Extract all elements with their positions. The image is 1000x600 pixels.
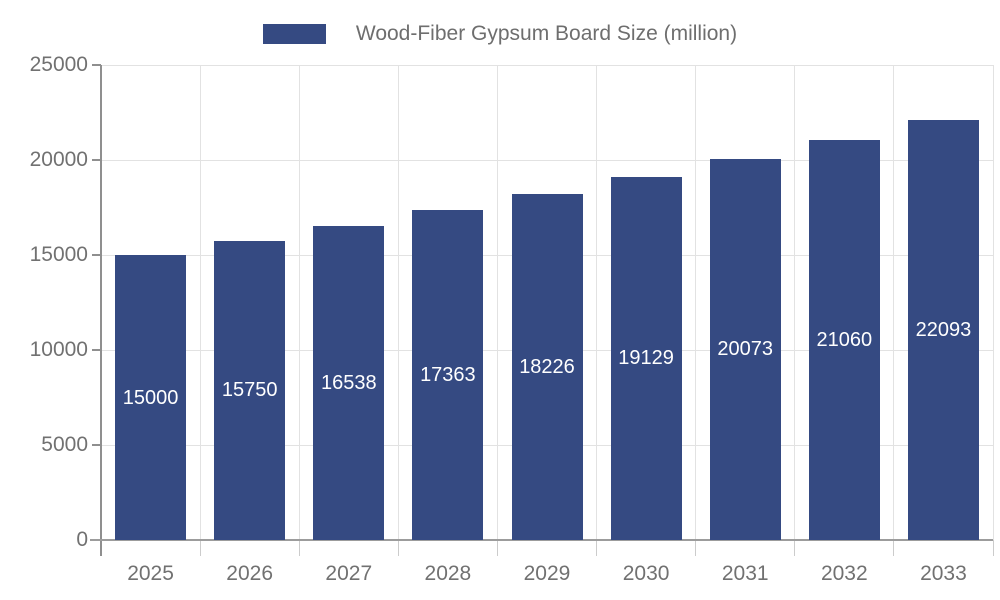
bar-2031[interactable]: [709, 158, 781, 540]
x-tick: [794, 540, 796, 556]
x-tick-label: 2033: [920, 562, 967, 585]
bar-value-label: 17363: [420, 364, 476, 387]
gridline-v: [199, 65, 201, 540]
bar-value-label: 22093: [915, 319, 972, 342]
x-tick: [695, 540, 697, 556]
legend-swatch: [262, 24, 326, 44]
y-tick-label: 5000: [41, 433, 88, 456]
y-axis-line: [100, 65, 102, 556]
gridline-v: [298, 65, 300, 540]
bar-value-label: 20073: [717, 338, 774, 361]
bar-value-label: 16538: [320, 371, 377, 394]
bar-2025[interactable]: [115, 255, 187, 540]
x-tick-label: 2031: [721, 562, 769, 585]
x-tick: [596, 540, 598, 556]
x-tick-label: 2025: [127, 562, 174, 585]
gridline-v: [496, 65, 498, 540]
bar-2033[interactable]: [907, 120, 979, 540]
x-tick-label: 2026: [226, 562, 274, 585]
bar-2032[interactable]: [808, 139, 880, 540]
gridline-v: [992, 65, 994, 540]
bar-value-label: 21060: [816, 328, 873, 351]
y-tick-label: 0: [76, 528, 88, 551]
y-tick: [92, 159, 101, 161]
x-tick: [199, 540, 201, 556]
bar-value-label: 18226: [519, 355, 575, 378]
bar-value-label: 15000: [122, 386, 179, 409]
bar-2030[interactable]: [610, 176, 682, 540]
y-tick: [92, 254, 101, 256]
x-tick-label: 2032: [820, 562, 868, 585]
bar-2029[interactable]: [511, 193, 583, 540]
gridline-h: [101, 64, 993, 66]
gridline-h: [101, 159, 993, 161]
bar-2028[interactable]: [412, 210, 484, 540]
x-tick: [298, 540, 300, 556]
x-tick-label: 2029: [523, 562, 571, 585]
x-tick: [496, 540, 498, 556]
y-tick: [92, 444, 101, 446]
bar-value-label: 19129: [618, 347, 674, 370]
y-tick-label: 25000: [29, 53, 88, 76]
bar-value-label: 15750: [221, 379, 278, 402]
legend[interactable]: Wood-Fiber Gypsum Board Size (million): [0, 18, 1000, 50]
x-tick: [893, 540, 895, 556]
x-tick: [397, 540, 399, 556]
x-tick-label: 2028: [424, 562, 472, 585]
x-tick-label: 2027: [325, 562, 373, 585]
x-axis-line: [90, 539, 993, 541]
y-tick: [92, 349, 101, 351]
x-tick-label: 2030: [622, 562, 670, 585]
gridline-v: [893, 65, 895, 540]
gridline-v: [695, 65, 697, 540]
y-tick-label: 20000: [29, 148, 88, 171]
x-tick: [992, 540, 994, 556]
gridline-v: [397, 65, 399, 540]
bar-2027[interactable]: [313, 225, 385, 540]
y-tick-label: 10000: [29, 338, 88, 361]
y-tick: [92, 64, 101, 66]
bar-2026[interactable]: [214, 240, 286, 540]
y-tick-label: 15000: [29, 243, 88, 266]
gridline-v: [596, 65, 598, 540]
gridline-v: [794, 65, 796, 540]
legend-label: Wood-Fiber Gypsum Board Size (million): [355, 22, 738, 45]
